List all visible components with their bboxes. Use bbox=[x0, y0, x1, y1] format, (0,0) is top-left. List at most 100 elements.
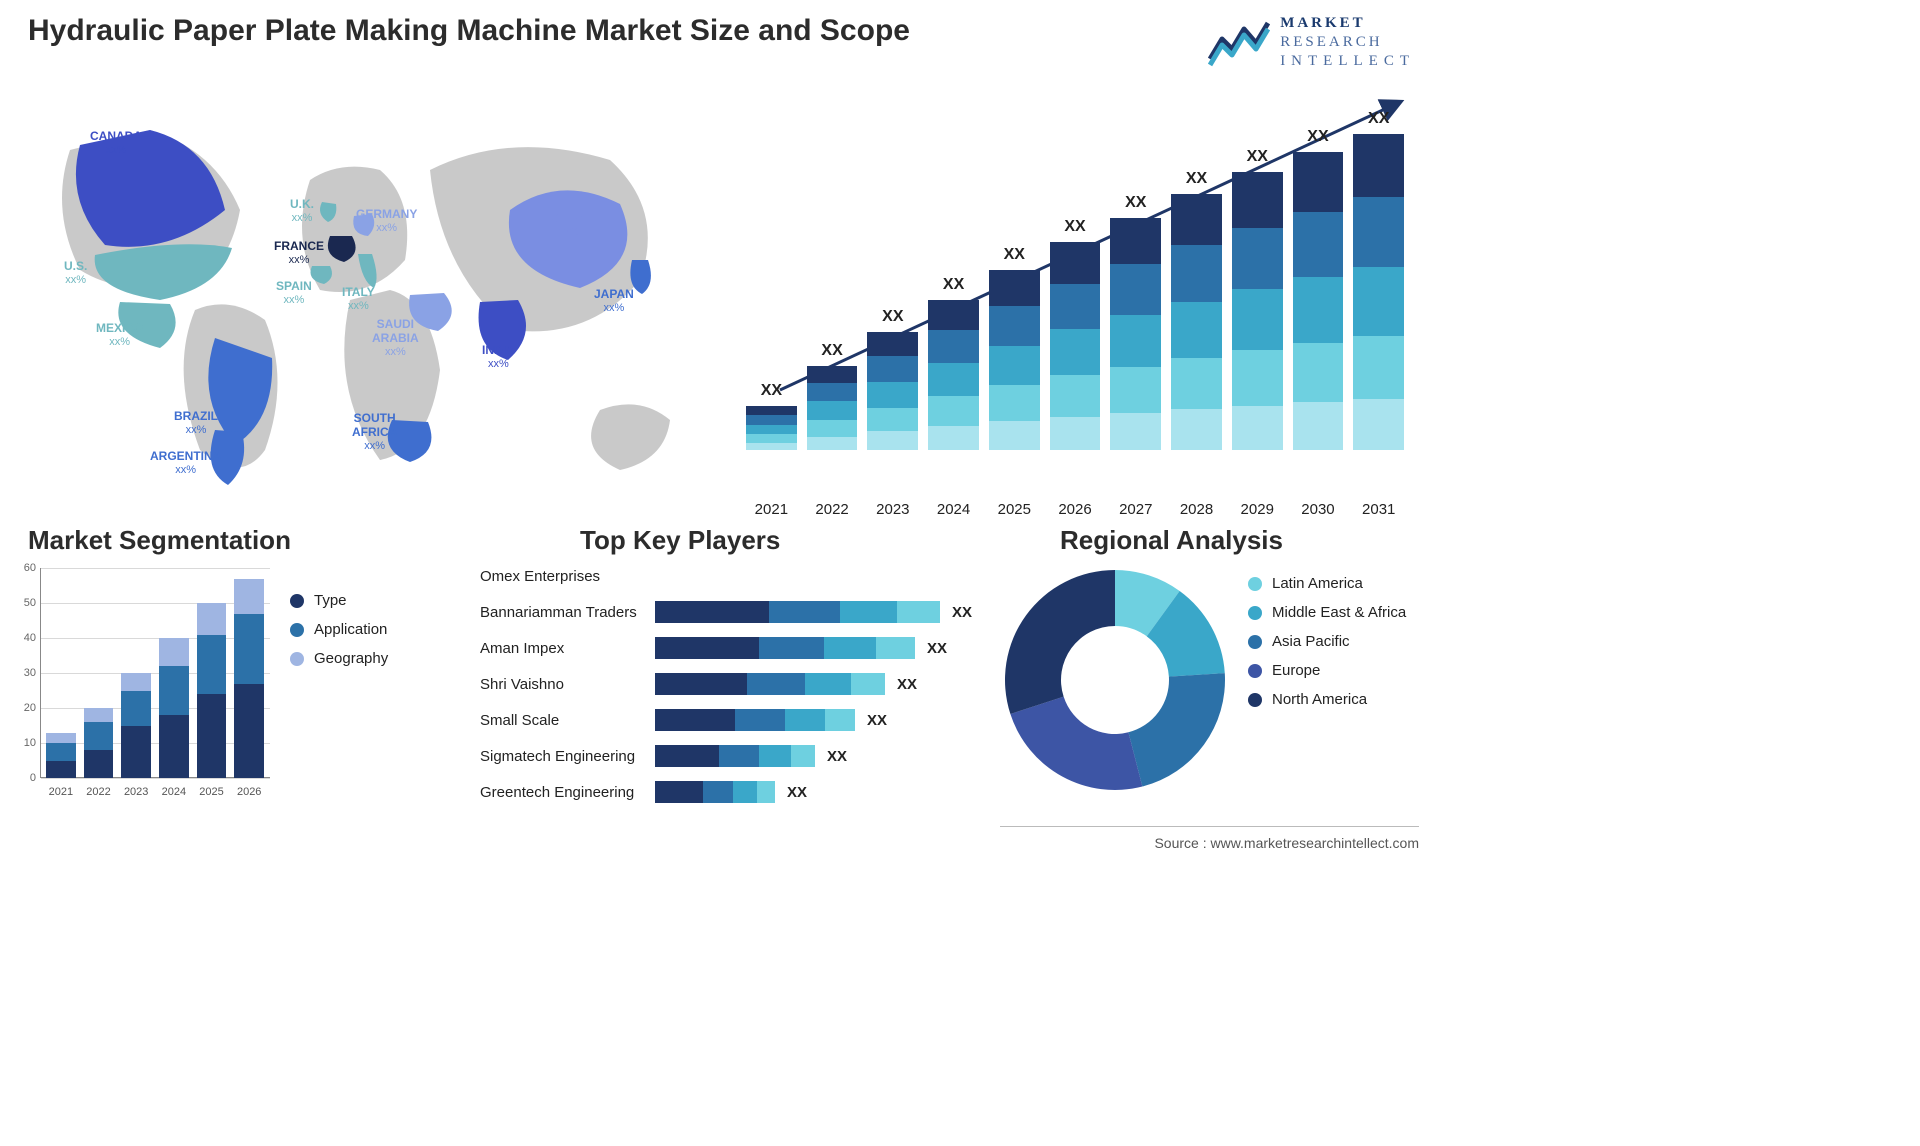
map-label-canada: CANADAxx% bbox=[90, 130, 142, 156]
source-text: Source : www.marketresearchintellect.com bbox=[1154, 835, 1419, 851]
seg-seg bbox=[197, 603, 227, 635]
key-player-row: Aman ImpexXX bbox=[480, 632, 980, 664]
mega-seg bbox=[746, 415, 797, 425]
mega-bar-2027: XX bbox=[1110, 194, 1161, 450]
mega-seg bbox=[1353, 197, 1404, 267]
mega-seg bbox=[1171, 358, 1222, 409]
segmentation-legend: TypeApplicationGeography bbox=[290, 592, 388, 679]
key-seg bbox=[733, 781, 757, 803]
mega-seg bbox=[928, 426, 979, 450]
map-label-india: INDIAxx% bbox=[482, 344, 515, 370]
key-player-label: Bannariamman Traders bbox=[480, 604, 655, 621]
mega-seg bbox=[1293, 343, 1344, 403]
key-player-label: Omex Enterprises bbox=[480, 568, 655, 585]
key-player-row: Bannariamman Traders XX bbox=[480, 596, 980, 628]
key-player-row: Sigmatech EngineeringXX bbox=[480, 740, 980, 772]
key-player-row: Omex Enterprises bbox=[480, 560, 980, 592]
key-players-chart: Omex Enterprises Bannariamman Traders XX Am… bbox=[480, 560, 980, 820]
key-player-bar bbox=[655, 781, 775, 803]
regional-legend-item: Europe bbox=[1248, 662, 1406, 679]
key-seg bbox=[791, 745, 815, 767]
mega-year-label: 2025 bbox=[989, 501, 1040, 518]
key-value: XX bbox=[952, 604, 972, 621]
key-player-row: Shri VaishnoXX bbox=[480, 668, 980, 700]
mega-bar-2025: XX bbox=[989, 246, 1040, 450]
key-seg bbox=[825, 709, 855, 731]
seg-ytick: 40 bbox=[10, 632, 36, 644]
key-player-label: Sigmatech Engineering bbox=[480, 748, 655, 765]
mega-year-label: 2030 bbox=[1293, 501, 1344, 518]
mega-bar-2031: XX bbox=[1353, 110, 1404, 450]
segmentation-chart: 0102030405060 202120222023202420252026 bbox=[10, 568, 270, 798]
key-player-bar bbox=[655, 745, 815, 767]
mega-seg bbox=[1232, 228, 1283, 289]
mega-bar-2021: XX bbox=[746, 382, 797, 450]
map-label-argentina: ARGENTINAxx% bbox=[150, 450, 221, 476]
key-players-title: Top Key Players bbox=[580, 525, 780, 556]
key-value: XX bbox=[867, 712, 887, 729]
mega-bar-2026: XX bbox=[1050, 218, 1101, 450]
mega-seg bbox=[989, 421, 1040, 450]
key-player-bar bbox=[655, 601, 940, 623]
logo-mark-icon bbox=[1208, 17, 1270, 67]
mega-seg bbox=[1110, 315, 1161, 366]
mega-seg bbox=[1110, 218, 1161, 264]
legend-label: Geography bbox=[314, 650, 388, 667]
seg-ytick: 30 bbox=[10, 667, 36, 679]
mega-seg bbox=[1293, 212, 1344, 278]
seg-bar-2026 bbox=[234, 579, 264, 779]
mega-seg bbox=[807, 401, 858, 419]
mega-year-label: 2022 bbox=[807, 501, 858, 518]
map-label-saudi: SAUDIARABIAxx% bbox=[372, 318, 419, 358]
seg-seg bbox=[197, 635, 227, 695]
seg-year-label: 2023 bbox=[121, 786, 151, 798]
mega-seg bbox=[1232, 406, 1283, 450]
logo-line3: INTELLECT bbox=[1280, 52, 1415, 71]
seg-legend-item: Geography bbox=[290, 650, 388, 667]
seg-year-label: 2022 bbox=[84, 786, 114, 798]
legend-label: Type bbox=[314, 592, 347, 609]
seg-seg bbox=[159, 666, 189, 715]
mega-seg bbox=[746, 434, 797, 443]
mega-seg bbox=[867, 408, 918, 432]
mega-seg bbox=[1353, 336, 1404, 399]
logo-line2: RESEARCH bbox=[1280, 33, 1415, 52]
regional-legend-item: Middle East & Africa bbox=[1248, 604, 1406, 621]
key-seg bbox=[759, 745, 791, 767]
key-seg bbox=[897, 601, 940, 623]
mega-year-label: 2021 bbox=[746, 501, 797, 518]
key-seg bbox=[719, 745, 759, 767]
key-player-bar bbox=[655, 709, 855, 731]
legend-dot-icon bbox=[1248, 635, 1262, 649]
seg-seg bbox=[121, 691, 151, 726]
map-label-safrica: SOUTHAFRICAxx% bbox=[352, 412, 397, 452]
mega-value-label: XX bbox=[821, 342, 842, 360]
mega-seg bbox=[867, 332, 918, 356]
mega-seg bbox=[807, 383, 858, 401]
mega-seg bbox=[928, 300, 979, 330]
key-seg bbox=[655, 673, 747, 695]
mega-value-label: XX bbox=[1368, 110, 1389, 128]
seg-legend-item: Type bbox=[290, 592, 388, 609]
seg-seg bbox=[84, 708, 114, 722]
seg-ytick: 50 bbox=[10, 597, 36, 609]
mega-value-label: XX bbox=[1125, 194, 1146, 212]
regional-donut-chart bbox=[995, 560, 1235, 800]
mega-seg bbox=[1171, 194, 1222, 245]
mega-seg bbox=[1050, 242, 1101, 284]
seg-seg bbox=[121, 673, 151, 691]
seg-seg bbox=[197, 694, 227, 778]
mega-bar-2030: XX bbox=[1293, 128, 1344, 450]
legend-dot-icon bbox=[290, 652, 304, 666]
seg-year-label: 2024 bbox=[159, 786, 189, 798]
mega-seg bbox=[989, 346, 1040, 386]
key-player-row: Greentech EngineeringXX bbox=[480, 776, 980, 808]
legend-dot-icon bbox=[290, 594, 304, 608]
map-label-china: CHINAxx% bbox=[550, 212, 588, 238]
regional-legend-item: Asia Pacific bbox=[1248, 633, 1406, 650]
legend-dot-icon bbox=[1248, 664, 1262, 678]
mega-seg bbox=[867, 382, 918, 408]
seg-year-label: 2026 bbox=[234, 786, 264, 798]
regional-legend-item: North America bbox=[1248, 691, 1406, 708]
mega-seg bbox=[1232, 350, 1283, 406]
